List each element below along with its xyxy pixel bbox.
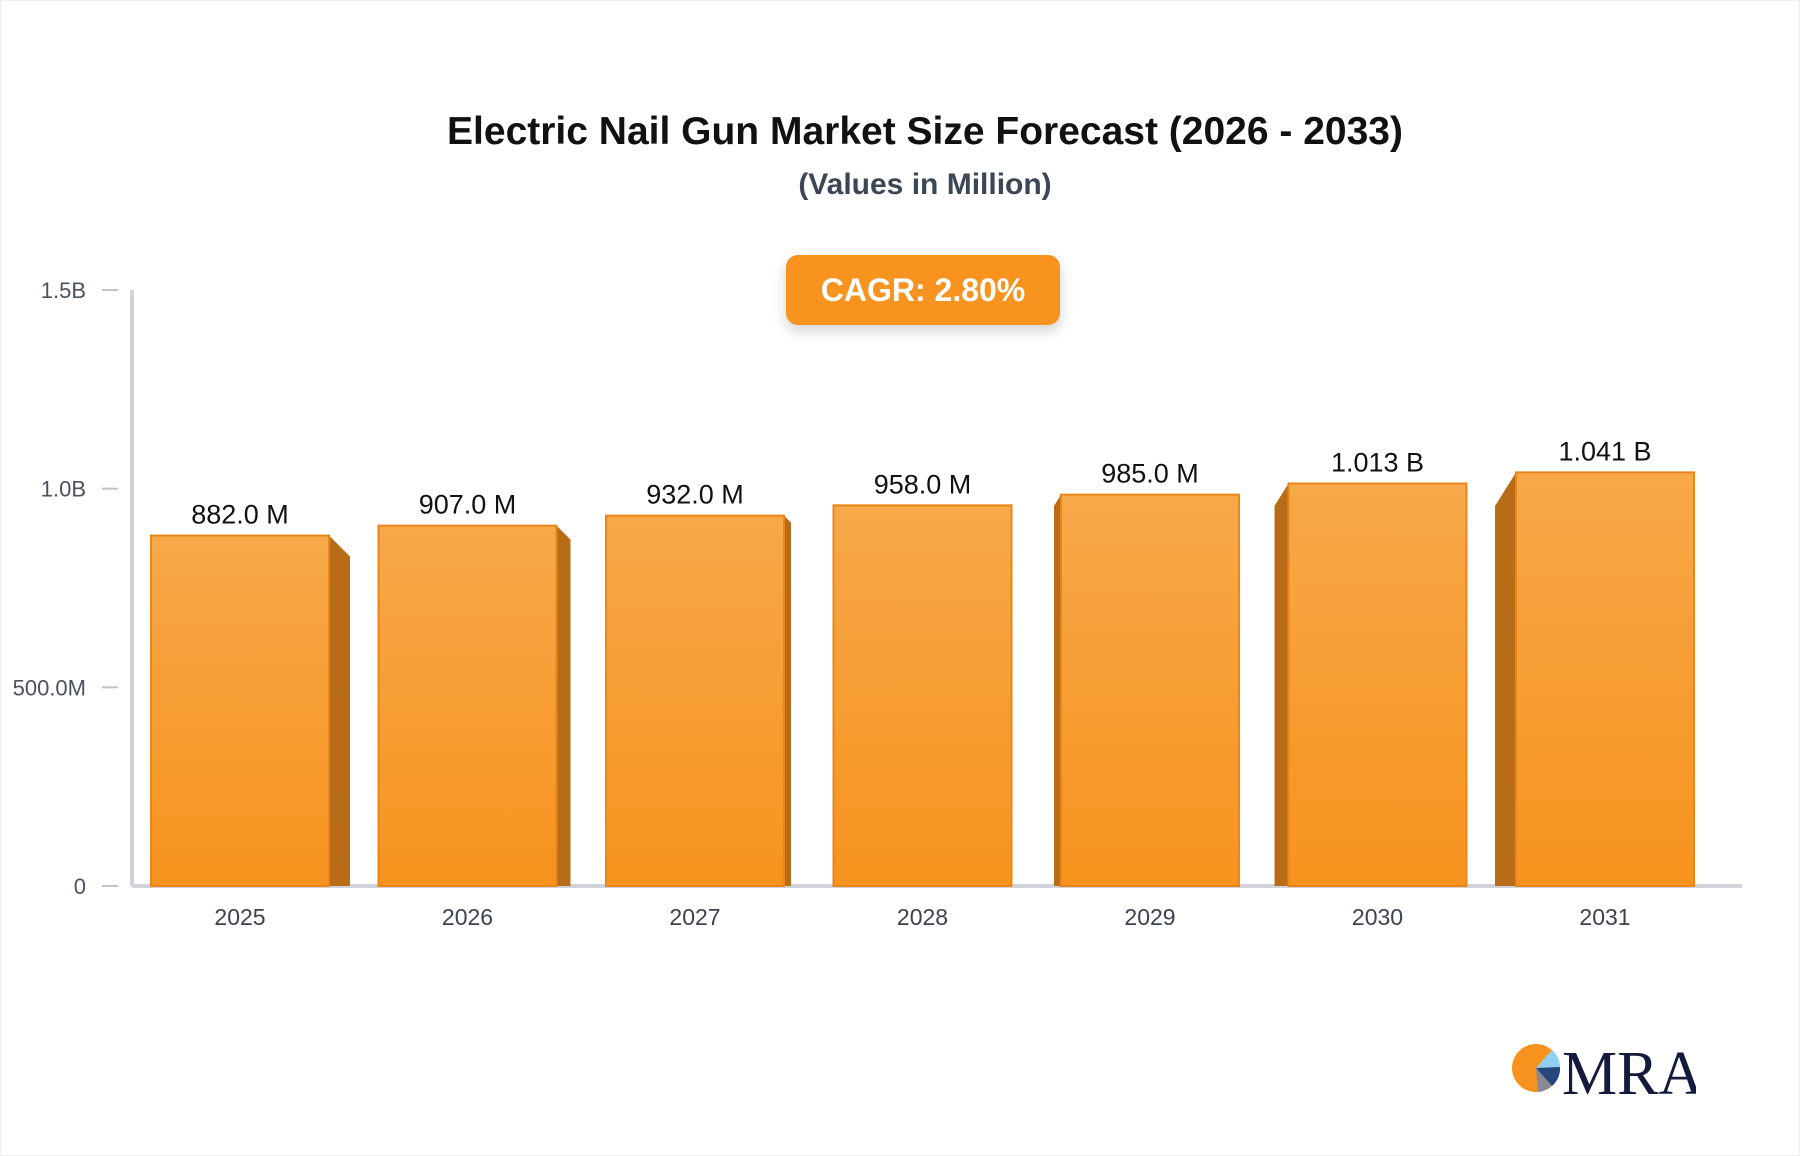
y-tick-label: 1.0B xyxy=(41,477,86,502)
data-label: 882.0 M xyxy=(191,500,289,530)
bar-2028 xyxy=(832,504,1013,887)
chart-subtitle: (Values in Million) xyxy=(798,168,1052,201)
bar-2026 xyxy=(377,524,558,887)
cagr-badge: CAGR: 2.80% xyxy=(786,255,1060,325)
bar-side xyxy=(1274,483,1289,886)
bar-side xyxy=(784,515,791,886)
bar-2025 xyxy=(150,534,330,887)
bar-2027 xyxy=(605,514,785,888)
bar-2030 xyxy=(1287,482,1468,887)
bar-2029 xyxy=(1060,493,1240,887)
bar-side xyxy=(1495,472,1516,886)
bar-side xyxy=(556,525,571,886)
data-label: 1.013 B xyxy=(1331,448,1424,478)
mra-logo: MRA xyxy=(1512,1040,1696,1100)
data-label: 958.0 M xyxy=(874,469,972,499)
bar-2031 xyxy=(1515,471,1695,887)
svg-text:MRA: MRA xyxy=(1562,1040,1696,1100)
bar-side xyxy=(329,535,350,886)
data-label: 1.041 B xyxy=(1558,436,1651,466)
x-tick-label: 2029 xyxy=(1124,904,1175,930)
x-tick-label: 2027 xyxy=(669,904,720,930)
data-label: 985.0 M xyxy=(1101,459,1199,489)
y-tick-label: 500.0M xyxy=(13,675,86,700)
y-tick-label: 1.5B xyxy=(41,278,86,303)
bar-side xyxy=(1054,494,1061,886)
data-label: 907.0 M xyxy=(419,490,517,520)
y-tick-label: 0 xyxy=(74,874,86,899)
x-tick-label: 2031 xyxy=(1579,904,1630,930)
x-tick-label: 2026 xyxy=(442,904,493,930)
data-label: 932.0 M xyxy=(646,480,744,510)
chart-title: Electric Nail Gun Market Size Forecast (… xyxy=(447,110,1403,153)
x-tick-label: 2030 xyxy=(1352,904,1403,930)
x-tick-label: 2028 xyxy=(897,904,948,930)
x-tick-label: 2025 xyxy=(214,904,265,930)
